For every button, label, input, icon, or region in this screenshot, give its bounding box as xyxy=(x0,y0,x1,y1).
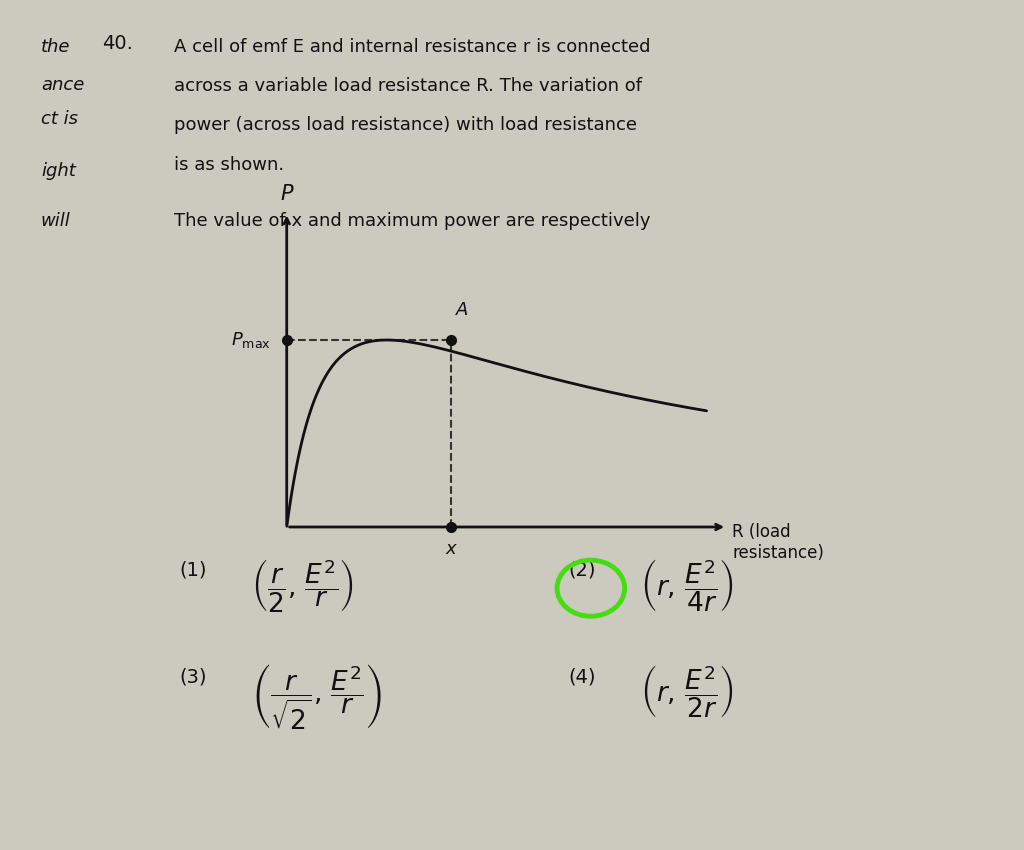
Text: P: P xyxy=(281,184,293,204)
Text: 40.: 40. xyxy=(102,34,133,53)
Text: will: will xyxy=(41,212,71,230)
Text: (3): (3) xyxy=(179,667,207,686)
Text: x: x xyxy=(445,540,456,558)
Text: $\left(r,\,\dfrac{E^2}{2r}\right)$: $\left(r,\,\dfrac{E^2}{2r}\right)$ xyxy=(640,663,733,720)
Text: the: the xyxy=(41,38,71,56)
Text: $\left(\dfrac{r}{2},\,\dfrac{E^2}{r}\right)$: $\left(\dfrac{r}{2},\,\dfrac{E^2}{r}\rig… xyxy=(251,557,353,614)
Text: (1): (1) xyxy=(179,561,207,580)
Text: is as shown.: is as shown. xyxy=(174,156,285,173)
Text: ight: ight xyxy=(41,162,76,179)
Text: $P_{\mathrm{max}}$: $P_{\mathrm{max}}$ xyxy=(231,330,271,350)
Text: $\left(r,\,\dfrac{E^2}{4r}\right)$: $\left(r,\,\dfrac{E^2}{4r}\right)$ xyxy=(640,557,733,614)
Text: (4): (4) xyxy=(568,667,596,686)
Text: R (load
resistance): R (load resistance) xyxy=(732,523,824,562)
Text: ct is: ct is xyxy=(41,110,78,128)
Text: (2): (2) xyxy=(568,561,596,580)
Text: A cell of emf E and internal resistance r is connected: A cell of emf E and internal resistance … xyxy=(174,38,650,56)
Text: The value of x and maximum power are respectively: The value of x and maximum power are res… xyxy=(174,212,650,230)
Text: A: A xyxy=(456,301,468,319)
Text: power (across load resistance) with load resistance: power (across load resistance) with load… xyxy=(174,116,637,134)
Text: $\left(\dfrac{r}{\sqrt{2}},\,\dfrac{E^2}{r}\right)$: $\left(\dfrac{r}{\sqrt{2}},\,\dfrac{E^2}… xyxy=(251,663,382,732)
Text: ance: ance xyxy=(41,76,84,94)
Text: across a variable load resistance R. The variation of: across a variable load resistance R. The… xyxy=(174,77,642,95)
